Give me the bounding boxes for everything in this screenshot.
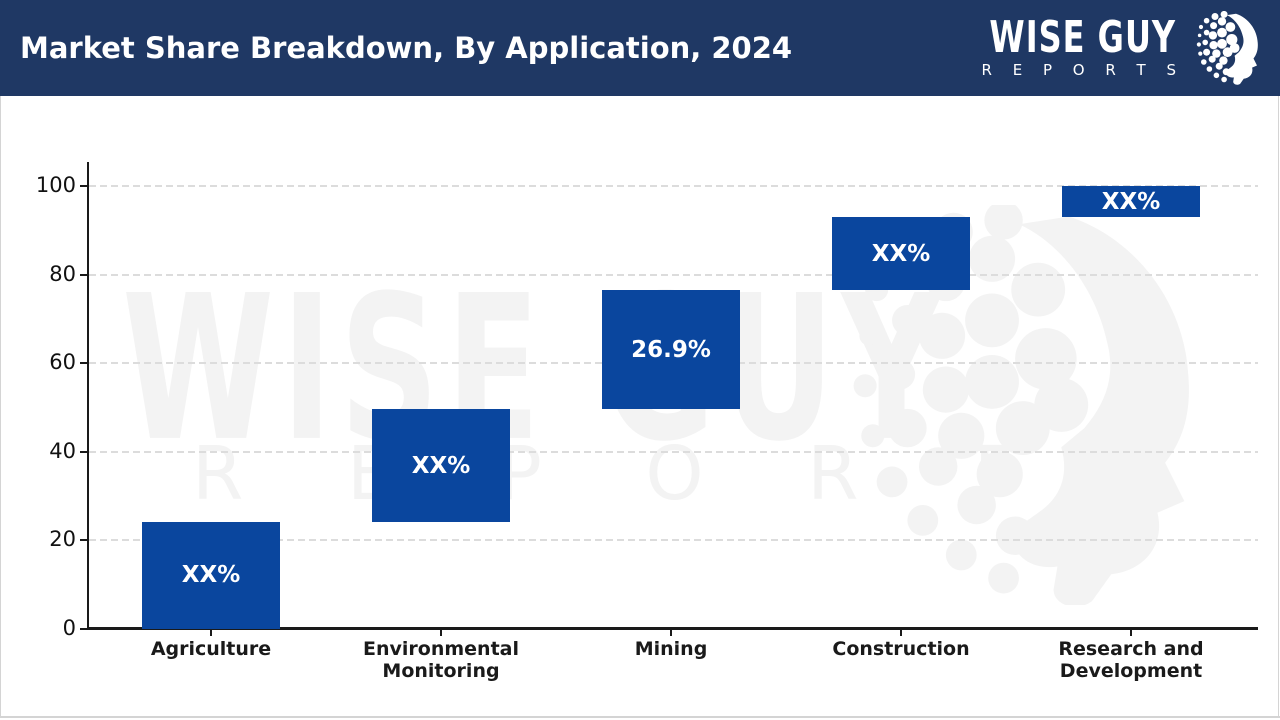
bar-construction: XX% xyxy=(832,217,970,291)
bar-value-label: XX% xyxy=(411,452,471,479)
frame-right xyxy=(1278,96,1279,716)
wise-guy-logo: WISE GUY R E P O R T S xyxy=(982,11,1280,85)
y-tick-label-20: 20 xyxy=(49,527,76,552)
gridline-100 xyxy=(89,185,1258,187)
bar-value-label: 26.9% xyxy=(631,336,711,363)
bar-mining: 26.9% xyxy=(602,290,740,410)
x-category-label: Environmental Monitoring xyxy=(363,638,519,682)
logo-text: WISE GUY R E P O R T S xyxy=(981,11,1184,79)
x-axis-line xyxy=(87,627,1258,630)
y-tick-label-100: 100 xyxy=(35,173,76,197)
header-banner: Market Share Breakdown, By Application, … xyxy=(0,0,1280,96)
frame-left xyxy=(0,96,1,716)
y-tick-label-0: 0 xyxy=(62,616,76,640)
bar-agriculture: XX% xyxy=(142,521,280,629)
y-tick-label-80: 80 xyxy=(49,261,76,286)
watermark-wordmark: WISE GUY xyxy=(122,252,949,486)
y-axis-line xyxy=(87,162,89,630)
x-tick-mark xyxy=(210,629,212,636)
bar-value-label: XX% xyxy=(1101,188,1161,215)
gridline-20 xyxy=(89,539,1258,542)
x-tick-mark xyxy=(670,629,672,636)
x-category-label: Mining xyxy=(634,638,708,660)
y-tick-label-60: 60 xyxy=(49,350,76,375)
x-tick-mark xyxy=(440,629,442,636)
gridline-40 xyxy=(89,450,1258,453)
page-title: Market Share Breakdown, By Application, … xyxy=(20,31,793,65)
bar-research-and-development: XX% xyxy=(1062,186,1200,217)
x-category-label: Agriculture xyxy=(150,638,272,660)
logo-wordmark: WISE GUY xyxy=(989,11,1177,63)
y-tick-mark-0 xyxy=(80,628,87,630)
watermark-face-icon xyxy=(853,205,1189,605)
y-tick-mark-40 xyxy=(80,450,87,453)
y-tick-mark-20 xyxy=(80,539,87,542)
logo-face-icon xyxy=(1196,11,1258,85)
y-tick-mark-60 xyxy=(80,362,87,365)
y-tick-mark-100 xyxy=(80,185,87,187)
x-tick-mark xyxy=(1130,629,1132,636)
x-category-label: Research and Development xyxy=(1058,638,1204,682)
x-tick-mark xyxy=(900,629,902,636)
y-tick-mark-80 xyxy=(80,273,87,276)
logo-tagline: R E P O R T S xyxy=(981,61,1184,79)
bar-value-label: XX% xyxy=(871,240,931,267)
gridline-80 xyxy=(89,273,1258,276)
bar-environmental-monitoring: XX% xyxy=(372,409,510,522)
bar-value-label: XX% xyxy=(181,562,241,589)
frame-bottom xyxy=(0,716,1280,718)
x-category-label: Construction xyxy=(832,638,970,660)
y-tick-label-40: 40 xyxy=(49,438,76,463)
